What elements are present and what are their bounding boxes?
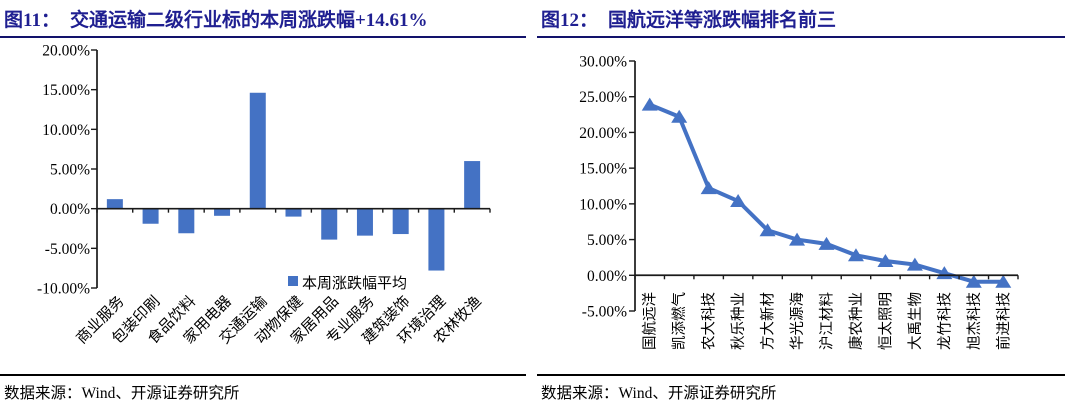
x-category-label: 凯添燃气 [670, 292, 688, 350]
bar-家用电器 [214, 208, 231, 216]
y-tick-label: 0.00% [587, 268, 627, 285]
bar-建筑装饰 [392, 208, 409, 235]
x-category-label: 龙竹科技 [936, 292, 953, 350]
x-category-label: 秋乐种业 [730, 292, 747, 350]
x-category-label: 华光源海 [789, 292, 806, 350]
bar-农林牧渔 [464, 161, 481, 209]
triangle-marker-康农种业 [847, 248, 864, 262]
bar-商业服务 [106, 199, 123, 209]
y-tick-label: -10.00% [37, 281, 90, 298]
figure-12-label: 图12： [541, 9, 599, 31]
bar-包装印刷 [142, 208, 159, 224]
figure-12-title: 图12： 国航远洋等涨跌幅排名前三 [537, 0, 1065, 38]
figure-12-title-text: 国航远洋等涨跌幅排名前三 [608, 9, 837, 31]
triangle-marker-国航远洋 [641, 97, 658, 111]
x-category-label: 大禹生物 [907, 292, 924, 350]
y-tick-label: 15.00% [579, 161, 627, 178]
triangle-marker-华光源海 [789, 232, 806, 246]
y-tick-label: 20.00% [579, 125, 627, 142]
x-category-label: 方大新材 [760, 292, 777, 350]
x-category-label: 国航远洋 [642, 292, 659, 350]
x-category-label: 恒太照明 [877, 292, 894, 350]
x-category-label: 前进科技 [995, 292, 1012, 350]
triangle-marker-方大新材 [759, 223, 776, 237]
x-category-label: 旭杰科技 [966, 292, 983, 350]
triangle-marker-秋乐种业 [730, 194, 747, 207]
triangle-marker-前进科技 [995, 274, 1012, 288]
figure-11-source: 数据来源：Wind、开源证券研究所 [0, 374, 526, 403]
y-tick-label: 5.00% [50, 162, 90, 179]
legend-swatch [288, 276, 298, 286]
x-category-label: 农大科技 [701, 292, 718, 350]
y-tick-label: 20.00% [42, 43, 90, 60]
figure-11-title: 图11： 交通运输二级行业标的本周涨跌幅+14.61% [0, 0, 526, 38]
y-tick-label: -5.00% [45, 241, 90, 258]
line-chart-top-stock-gainers: 30.00% 25.00% 20.00% 15.00% 10.00% 5.00% 0.00%… [579, 54, 1019, 350]
bar-动物保健 [285, 208, 302, 217]
triangle-marker-凯添燃气 [671, 109, 688, 123]
legend-label: 本周涨跌幅平均 [302, 275, 407, 292]
bar-食品饮料 [178, 208, 195, 234]
bar-家居用品 [321, 208, 338, 240]
bar-chart-weekly-change-by-industry: 20.00% 15.00% 10.00% 5.00% 0.00% -5.00% -10.00… [37, 43, 491, 347]
x-category-label: 沪江材料 [819, 292, 836, 350]
y-tick-label: 25.00% [579, 89, 627, 106]
bar-环境治理 [428, 208, 445, 271]
triangle-marker-恒太照明 [877, 254, 894, 267]
figure-11-title-text: 交通运输二级行业标的本周涨跌幅+14.61% [69, 9, 428, 31]
figure-12-source: 数据来源：Wind、开源证券研究所 [537, 374, 1065, 403]
triangle-marker-农大科技 [700, 181, 717, 195]
figure-11-label: 图11： [4, 9, 60, 31]
y-tick-label: 15.00% [42, 82, 90, 99]
y-tick-label: 30.00% [579, 54, 627, 71]
y-tick-label: 5.00% [587, 232, 627, 249]
y-tick-label: -5.00% [582, 304, 627, 321]
triangle-marker-大禹生物 [906, 257, 923, 271]
triangle-marker-旭杰科技 [965, 274, 982, 288]
figure-12-column: 图12： 国航远洋等涨跌幅排名前三 30.00% 25.00% 20.00% 15.0… [537, 0, 1065, 412]
triangle-marker-沪江材料 [818, 236, 835, 250]
y-tick-label: 0.00% [50, 201, 90, 218]
y-tick-label: 10.00% [579, 196, 627, 213]
x-category-label: 康农种业 [848, 292, 865, 350]
y-tick-label: 10.00% [42, 122, 90, 139]
bar-专业服务 [356, 208, 373, 236]
bar-交通运输 [249, 92, 266, 209]
figure-11-column: 图11： 交通运输二级行业标的本周涨跌幅+14.61% 20.00% 15.00%… [0, 0, 526, 412]
